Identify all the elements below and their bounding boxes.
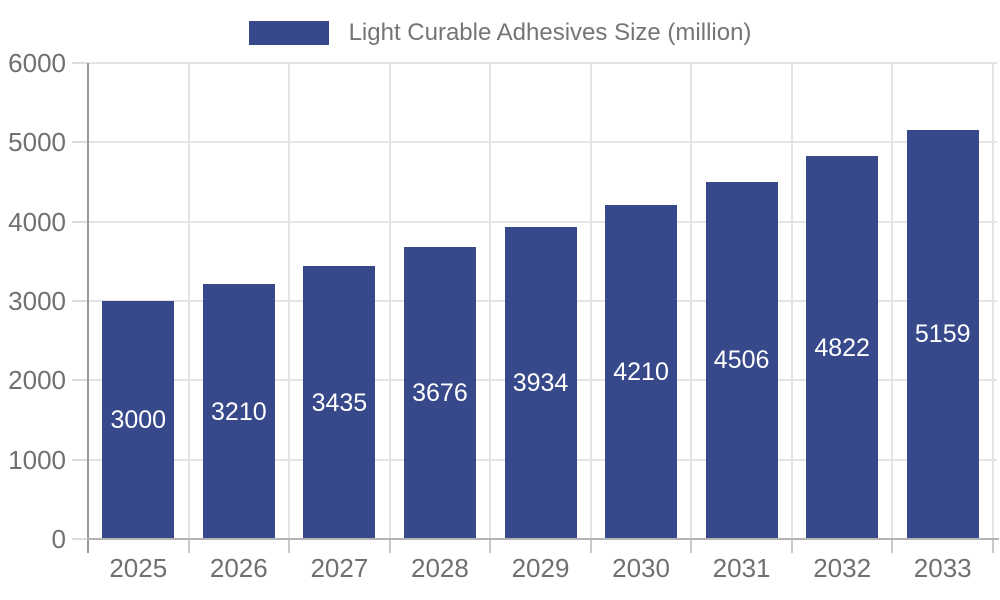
bar-value-label: 5159 xyxy=(914,320,971,349)
legend-swatch xyxy=(248,21,329,45)
gridline-horizontal xyxy=(88,141,997,144)
x-axis-tick xyxy=(992,539,994,553)
gridline-vertical xyxy=(992,63,994,539)
x-axis-tick-label: 2032 xyxy=(813,553,872,583)
bar-value-label: 3210 xyxy=(211,397,267,426)
x-axis-tick xyxy=(288,539,291,553)
y-axis-tick xyxy=(72,458,88,461)
y-axis-tick xyxy=(72,220,88,223)
x-axis-tick-label: 2031 xyxy=(712,553,771,583)
bar-value-label: 3435 xyxy=(311,388,368,417)
y-axis-tick xyxy=(72,141,88,144)
bar-value-label: 4822 xyxy=(814,333,870,362)
y-axis-tick xyxy=(72,379,88,382)
y-axis-tick-label: 5000 xyxy=(8,127,66,158)
bar[interactable] xyxy=(403,247,476,539)
gridline-vertical xyxy=(790,63,793,539)
x-axis-tick xyxy=(891,539,894,553)
bar-value-label: 3676 xyxy=(412,379,468,408)
x-axis-tick-label: 2025 xyxy=(109,553,168,583)
x-axis-tick-label: 2033 xyxy=(913,553,972,583)
x-axis-tick-label: 2026 xyxy=(209,553,268,583)
legend-item[interactable]: Light Curable Adhesives Size (million) xyxy=(0,12,1000,54)
x-axis-tick-label: 2027 xyxy=(310,553,369,583)
bar[interactable] xyxy=(605,205,678,539)
bar-value-label: 3934 xyxy=(512,368,569,397)
x-axis-tick xyxy=(489,539,492,553)
x-axis-tick xyxy=(187,539,190,553)
y-axis-tick-label: 4000 xyxy=(8,206,66,237)
gridline-vertical xyxy=(690,63,693,539)
y-axis-tick-label: 6000 xyxy=(8,48,66,78)
bar-value-label: 4506 xyxy=(713,346,770,375)
y-axis-tick-label: 2000 xyxy=(8,365,66,396)
gridline-vertical xyxy=(388,63,391,539)
y-axis-tick-label: 0 xyxy=(51,524,66,554)
gridline-vertical xyxy=(288,63,291,539)
legend-label: Light Curable Adhesives Size (million) xyxy=(348,19,752,46)
x-axis-line xyxy=(87,538,999,540)
gridline-vertical xyxy=(891,63,894,539)
bar-value-label: 3000 xyxy=(110,406,167,434)
bar[interactable] xyxy=(303,266,376,539)
x-axis-tick xyxy=(87,539,89,553)
y-axis-line xyxy=(87,63,89,539)
bar[interactable] xyxy=(504,226,577,539)
y-axis-tick-label: 3000 xyxy=(8,286,66,316)
x-axis-tick-label: 2029 xyxy=(511,553,570,583)
bar[interactable] xyxy=(102,301,175,539)
gridline-vertical xyxy=(187,63,190,539)
gridline-vertical xyxy=(589,63,592,539)
x-axis-tick xyxy=(790,539,793,553)
bar[interactable] xyxy=(202,284,275,539)
y-axis-tick xyxy=(72,300,88,302)
x-axis-tick xyxy=(589,539,592,553)
bar[interactable] xyxy=(705,181,778,539)
gridline-horizontal xyxy=(88,62,997,64)
gridline-horizontal xyxy=(88,220,997,223)
x-axis-tick xyxy=(690,539,693,553)
bar-value-label: 4210 xyxy=(613,358,669,386)
y-axis-tick xyxy=(72,538,88,540)
bar[interactable] xyxy=(806,156,879,539)
x-axis-tick-label: 2030 xyxy=(612,553,670,583)
y-axis-tick xyxy=(72,62,88,64)
y-axis-tick-label: 1000 xyxy=(8,444,66,475)
gridline-vertical xyxy=(489,63,492,539)
x-axis-tick xyxy=(388,539,391,553)
x-axis-tick-label: 2028 xyxy=(411,553,469,583)
bar[interactable] xyxy=(906,129,979,539)
